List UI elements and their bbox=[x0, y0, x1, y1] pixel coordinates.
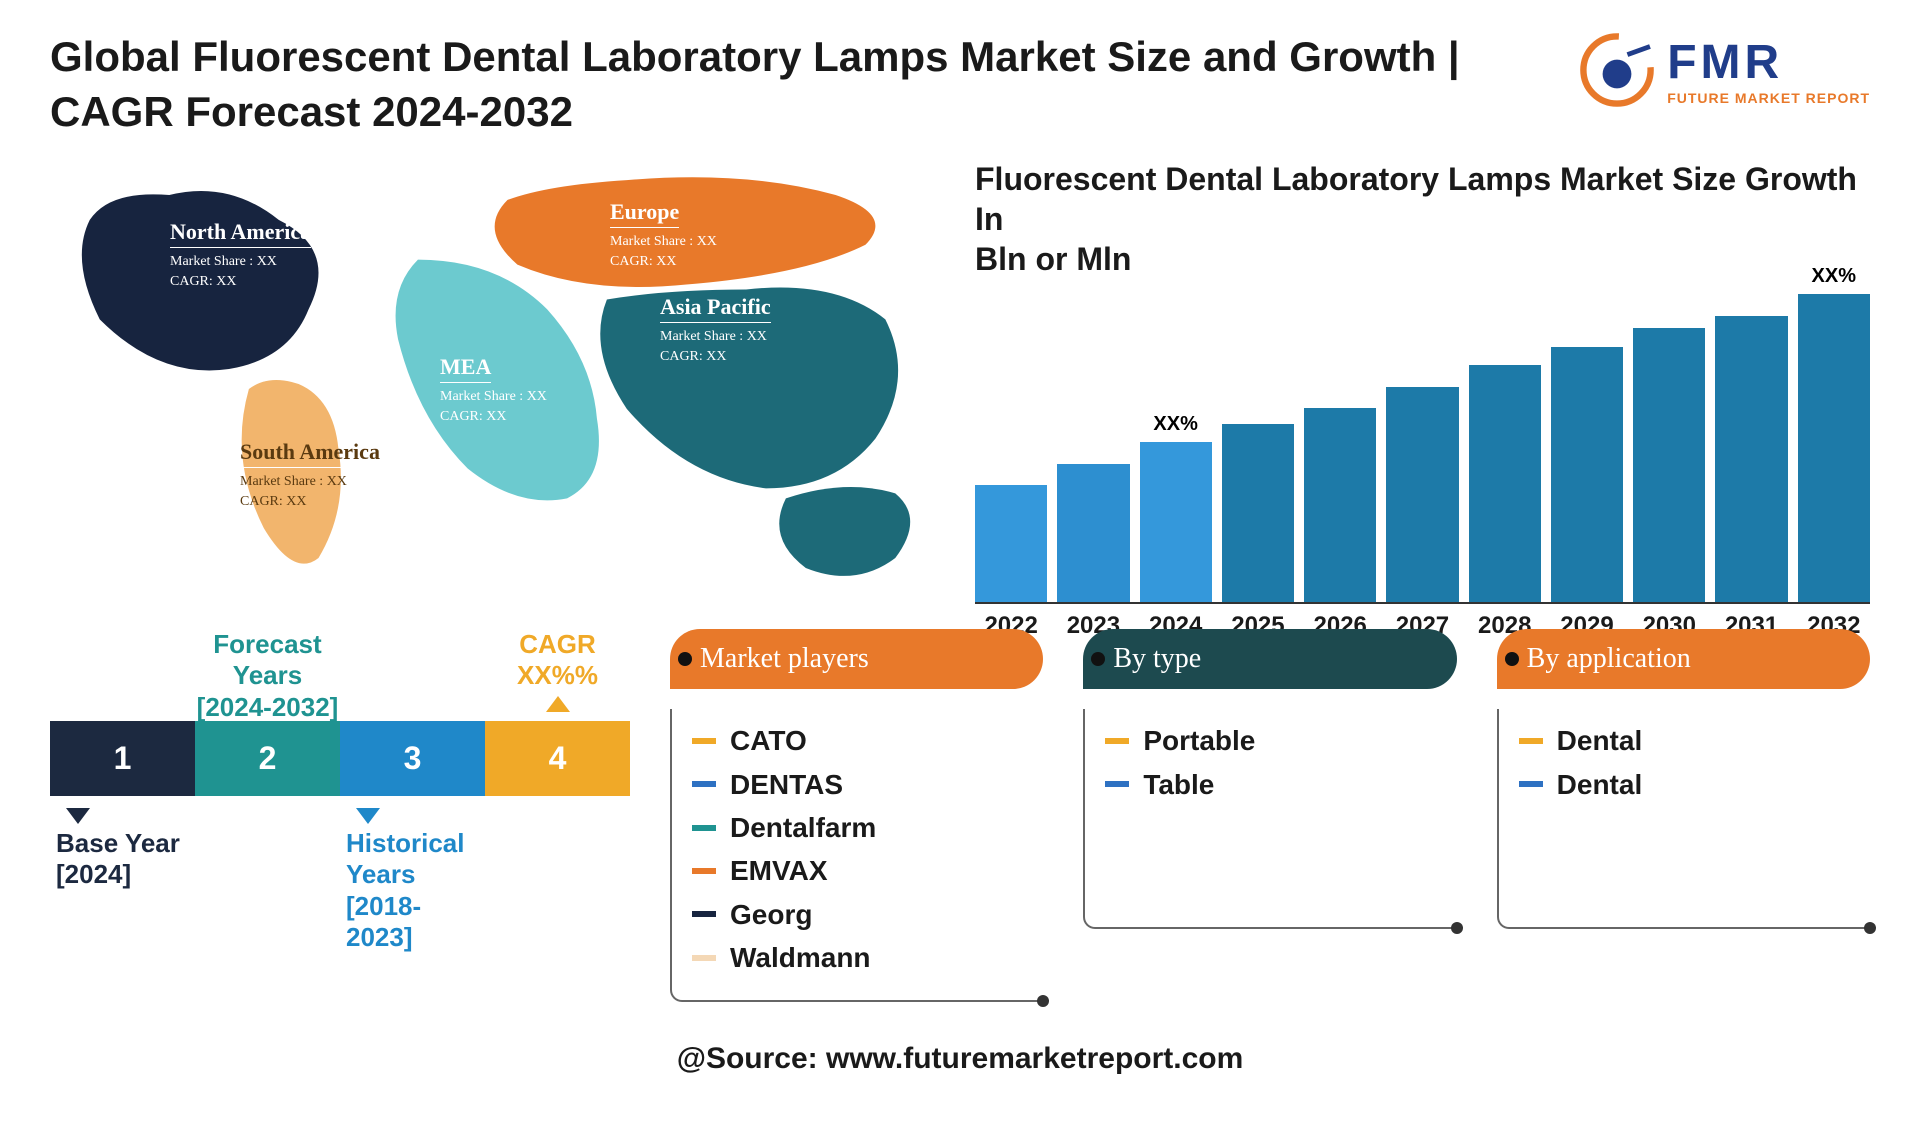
timeline-top-slot bbox=[340, 629, 485, 721]
seg-header: Market players bbox=[670, 629, 1043, 689]
seg-box-by-application: By application DentalDental bbox=[1497, 629, 1870, 1001]
timeline-segment-3: 3 bbox=[340, 721, 485, 796]
logo-tagline: FUTURE MARKET REPORT bbox=[1667, 90, 1870, 106]
timeline-top-slot: Forecast Years[2024-2032] bbox=[195, 629, 340, 721]
bar-2027 bbox=[1386, 294, 1458, 602]
seg-box-market-players: Market players CATODENTASDentalfarmEMVAXG… bbox=[670, 629, 1043, 1001]
bottom-section: Forecast Years[2024-2032] CAGRXX%% 1234 B… bbox=[50, 629, 1870, 1001]
timeline-segment-4: 4 bbox=[485, 721, 630, 796]
tick-icon bbox=[692, 825, 716, 831]
timeline-bottom-labels: Base Year[2024] Historical Years[2018-202… bbox=[50, 804, 630, 953]
timeline-segment-1: 1 bbox=[50, 721, 195, 796]
bar-2022 bbox=[975, 294, 1047, 602]
seg-item: Dental bbox=[1519, 719, 1850, 762]
seg-item: Dental bbox=[1519, 763, 1850, 806]
timeline-segment-2: 2 bbox=[195, 721, 340, 796]
bar-2031 bbox=[1715, 294, 1787, 602]
seg-item: Portable bbox=[1105, 719, 1436, 762]
tick-icon bbox=[692, 738, 716, 744]
bars-container: XX% XX% bbox=[975, 294, 1870, 604]
tick-icon bbox=[1105, 781, 1129, 787]
seg-item: EMVAX bbox=[692, 849, 1023, 892]
tick-icon bbox=[1105, 738, 1129, 744]
tick-icon bbox=[1519, 781, 1543, 787]
seg-header: By type bbox=[1083, 629, 1456, 689]
region-north-america: North AmericaMarket Share : XXCAGR: XX bbox=[170, 219, 311, 291]
bar-2028 bbox=[1469, 294, 1541, 602]
bar-chart: Fluorescent Dental Laboratory Lamps Mark… bbox=[975, 159, 1870, 599]
seg-body: DentalDental bbox=[1497, 709, 1870, 929]
seg-header: By application bbox=[1497, 629, 1870, 689]
tick-icon bbox=[692, 955, 716, 961]
tick-icon bbox=[1519, 738, 1543, 744]
world-map: North AmericaMarket Share : XXCAGR: XX So… bbox=[50, 159, 945, 599]
tick-icon bbox=[692, 781, 716, 787]
seg-item: Table bbox=[1105, 763, 1436, 806]
top-section: North AmericaMarket Share : XXCAGR: XX So… bbox=[50, 159, 1870, 599]
timeline-top-labels: Forecast Years[2024-2032] CAGRXX%% bbox=[50, 629, 630, 721]
timeline-bottom-slot bbox=[485, 804, 630, 953]
bar-2023 bbox=[1057, 294, 1129, 602]
tick-icon bbox=[692, 868, 716, 874]
seg-body: PortableTable bbox=[1083, 709, 1456, 929]
timeline-bottom-slot: Base Year[2024] bbox=[50, 804, 195, 953]
seg-item: DENTAS bbox=[692, 763, 1023, 806]
region-europe: EuropeMarket Share : XXCAGR: XX bbox=[610, 199, 717, 271]
timeline-top-slot: CAGRXX%% bbox=[485, 629, 630, 721]
chart-title: Fluorescent Dental Laboratory Lamps Mark… bbox=[975, 159, 1870, 279]
seg-item: Georg bbox=[692, 893, 1023, 936]
seg-box-by-type: By type PortableTable bbox=[1083, 629, 1456, 1001]
timeline-bottom-slot bbox=[195, 804, 340, 953]
logo-brand: FMR bbox=[1667, 35, 1870, 90]
region-south-america: South AmericaMarket Share : XXCAGR: XX bbox=[240, 439, 380, 511]
logo: FMR FUTURE MARKET REPORT bbox=[1577, 30, 1870, 110]
bar-2024: XX% bbox=[1140, 294, 1212, 602]
bar-2030 bbox=[1633, 294, 1705, 602]
bar-2026 bbox=[1304, 294, 1376, 602]
bar-2025 bbox=[1222, 294, 1294, 602]
timeline-top-slot bbox=[50, 629, 195, 721]
region-mea: MEAMarket Share : XXCAGR: XX bbox=[440, 354, 547, 426]
seg-item: CATO bbox=[692, 719, 1023, 762]
region-asia-pacific: Asia PacificMarket Share : XXCAGR: XX bbox=[660, 294, 771, 366]
timeline-bar: 1234 bbox=[50, 721, 630, 796]
header: Global Fluorescent Dental Laboratory Lam… bbox=[50, 30, 1870, 139]
seg-item: Waldmann bbox=[692, 936, 1023, 979]
seg-item: Dentalfarm bbox=[692, 806, 1023, 849]
timeline: Forecast Years[2024-2032] CAGRXX%% 1234 B… bbox=[50, 629, 630, 953]
page-title: Global Fluorescent Dental Laboratory Lam… bbox=[50, 30, 1500, 139]
bar-2032: XX% bbox=[1798, 294, 1870, 602]
seg-body: CATODENTASDentalfarmEMVAXGeorgWaldmann bbox=[670, 709, 1043, 1001]
fmr-logo-icon bbox=[1577, 30, 1657, 110]
bar-2029 bbox=[1551, 294, 1623, 602]
tick-icon bbox=[692, 911, 716, 917]
source-attribution: @Source: www.futuremarketreport.com bbox=[50, 1042, 1870, 1076]
timeline-bottom-slot: Historical Years[2018-2023] bbox=[340, 804, 485, 953]
segmentation-boxes: Market players CATODENTASDentalfarmEMVAXG… bbox=[670, 629, 1870, 1001]
